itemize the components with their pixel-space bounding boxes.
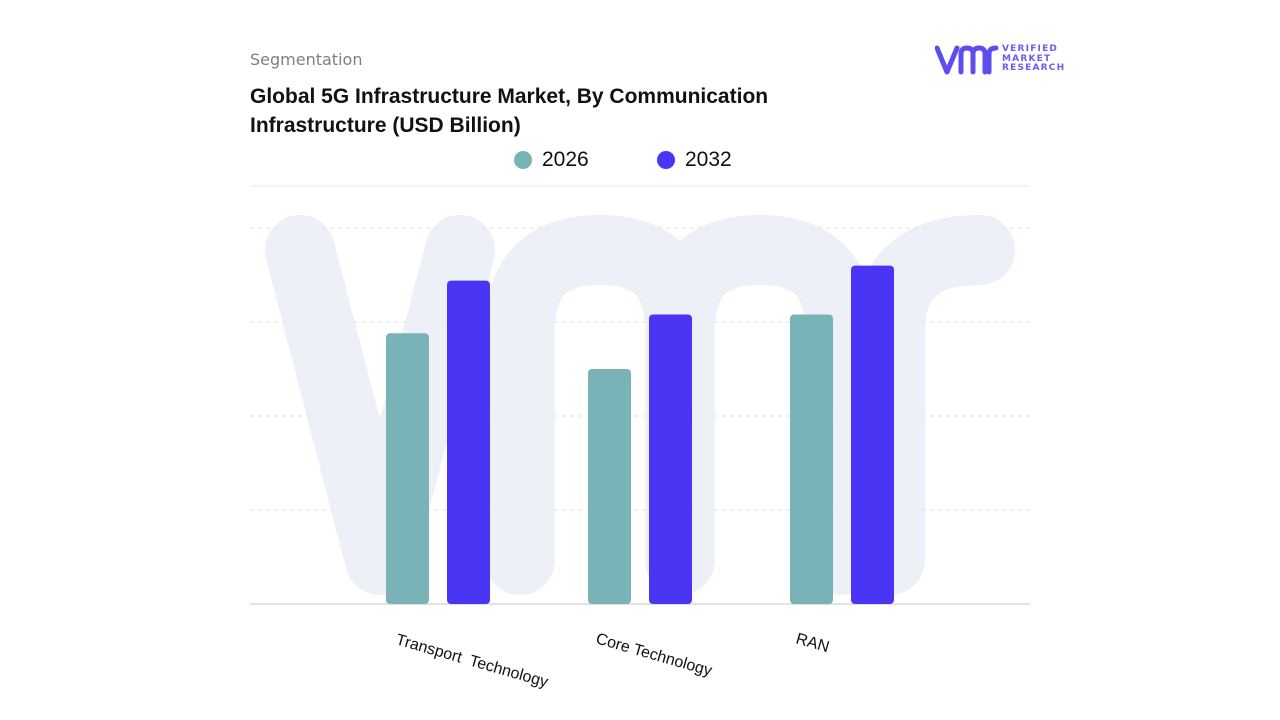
bar-2026-0 [386, 333, 429, 604]
x-tick-label-2: RAN [794, 631, 831, 657]
legend-swatch-2032 [657, 151, 675, 169]
watermark-logo [265, 215, 1015, 595]
logo-text: VERIFIED MARKET RESEARCH [1002, 44, 1066, 74]
legend-label-2026: 2026 [542, 148, 589, 171]
legend: 2026 2032 [0, 148, 1280, 178]
x-tick-label-1: Core Technology [594, 631, 714, 680]
x-tick-labels: Transport Technology Core Technology RAN [394, 631, 831, 692]
chart-title-line1: Global 5G Infrastructure Market, By Comm… [250, 85, 769, 108]
logo-line2: MARKET [1002, 53, 1052, 64]
legend-item-2026: 2026 [514, 148, 589, 172]
logo-line1: VERIFIED [1002, 44, 1059, 54]
x-tick-label-0: Transport Technology [394, 632, 550, 692]
legend-swatch-2026 [514, 151, 532, 169]
vmr-logo-icon [934, 45, 999, 75]
gridlines [250, 185, 1030, 605]
bar-2032-2 [851, 265, 894, 604]
logo: VERIFIED MARKET RESEARCH [934, 42, 1066, 78]
watermark [265, 215, 1015, 595]
legend-label-2032: 2032 [685, 148, 732, 171]
segmentation-label: Segmentation [250, 50, 363, 69]
legend-item-2032: 2032 [657, 148, 732, 172]
bar-2032-1 [649, 314, 692, 604]
bar-2032-0 [447, 280, 490, 604]
chart-title-line2: Infrastructure (USD Billion) [250, 114, 521, 137]
bar-2026-1 [588, 369, 631, 604]
bar-2026-2 [790, 314, 833, 604]
logo-line3: RESEARCH [1002, 63, 1066, 73]
bars [386, 265, 894, 604]
chart-title: Global 5G Infrastructure Market, By Comm… [250, 82, 850, 140]
